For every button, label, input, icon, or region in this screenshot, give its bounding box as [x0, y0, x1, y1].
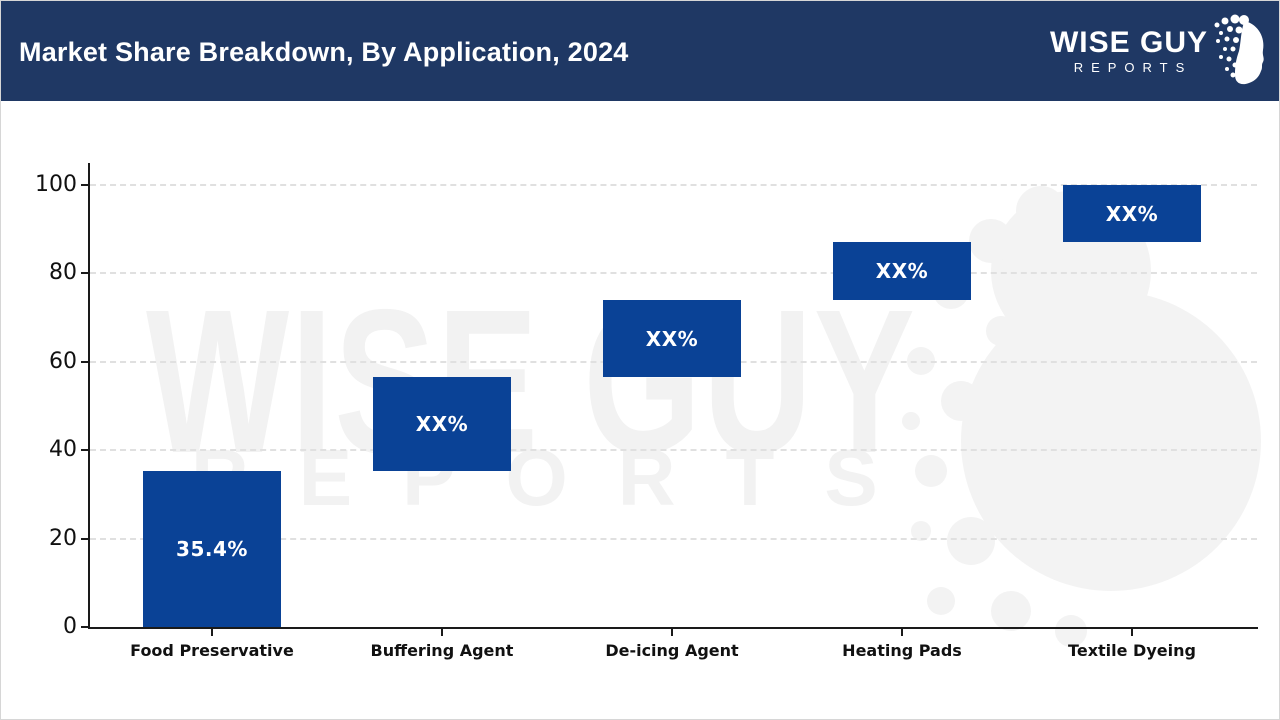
- bar-value-label: XX%: [415, 411, 469, 436]
- bar-segment: XX%: [603, 299, 741, 378]
- y-axis-tick-label: 40: [49, 437, 77, 463]
- gridline: [90, 272, 1257, 275]
- x-axis-tick: [901, 629, 903, 636]
- header: Market Share Breakdown, By Application, …: [1, 1, 1279, 101]
- bar-value-label: 35.4%: [176, 536, 248, 561]
- x-axis-tick: [1131, 629, 1133, 636]
- x-axis-category-label: Textile Dyeing: [1068, 641, 1196, 660]
- y-axis-spine: [88, 163, 90, 629]
- y-axis-tick: [81, 449, 88, 452]
- wiseguy-face-logo-icon: [1214, 14, 1264, 85]
- gridline: [90, 537, 1257, 540]
- bar-value-label: XX%: [645, 326, 699, 351]
- logo-reports-label: REPORTS: [1073, 59, 1193, 75]
- bar-segment: 35.4%: [143, 470, 281, 627]
- x-axis-tick: [441, 629, 443, 636]
- bar-segment: XX%: [1063, 185, 1201, 243]
- gridline: [90, 184, 1257, 186]
- watermark-wiseguy-text: WISE GUY: [146, 267, 917, 496]
- bar-segment: XX%: [373, 377, 511, 471]
- x-axis-category-label: Heating Pads: [842, 641, 962, 660]
- x-axis-category-label: Food Preservative: [130, 641, 294, 660]
- y-axis-tick-label: 100: [35, 172, 77, 197]
- y-axis-tick: [81, 184, 88, 186]
- y-axis-tick-label: 60: [49, 348, 77, 374]
- page-title: Market Share Breakdown, By Application, …: [19, 37, 629, 67]
- y-axis-tick-label: 20: [49, 525, 77, 551]
- x-axis-tick: [671, 629, 673, 636]
- x-axis-category-label: De-icing Agent: [605, 641, 739, 660]
- wiseguy-logo: WISE GUY REPORTS: [1050, 13, 1265, 87]
- y-axis-tick: [81, 626, 88, 628]
- gridline: [90, 449, 1257, 452]
- y-axis-tick-label: 80: [49, 260, 77, 286]
- bar-value-label: XX%: [875, 259, 929, 284]
- wiseguy-logo-text: WISE GUY REPORTS: [1050, 26, 1208, 75]
- y-axis-tick: [81, 272, 88, 275]
- y-axis-tick: [81, 537, 88, 540]
- y-axis-tick: [81, 360, 88, 363]
- bar-segment: XX%: [833, 242, 971, 300]
- bar-value-label: XX%: [1105, 201, 1159, 226]
- x-axis-tick: [211, 629, 213, 636]
- y-axis-tick-label: 0: [63, 614, 77, 639]
- logo-wiseguy-label: WISE GUY: [1049, 25, 1208, 59]
- x-axis-spine: [88, 627, 1258, 629]
- x-axis-category-label: Buffering Agent: [370, 641, 514, 660]
